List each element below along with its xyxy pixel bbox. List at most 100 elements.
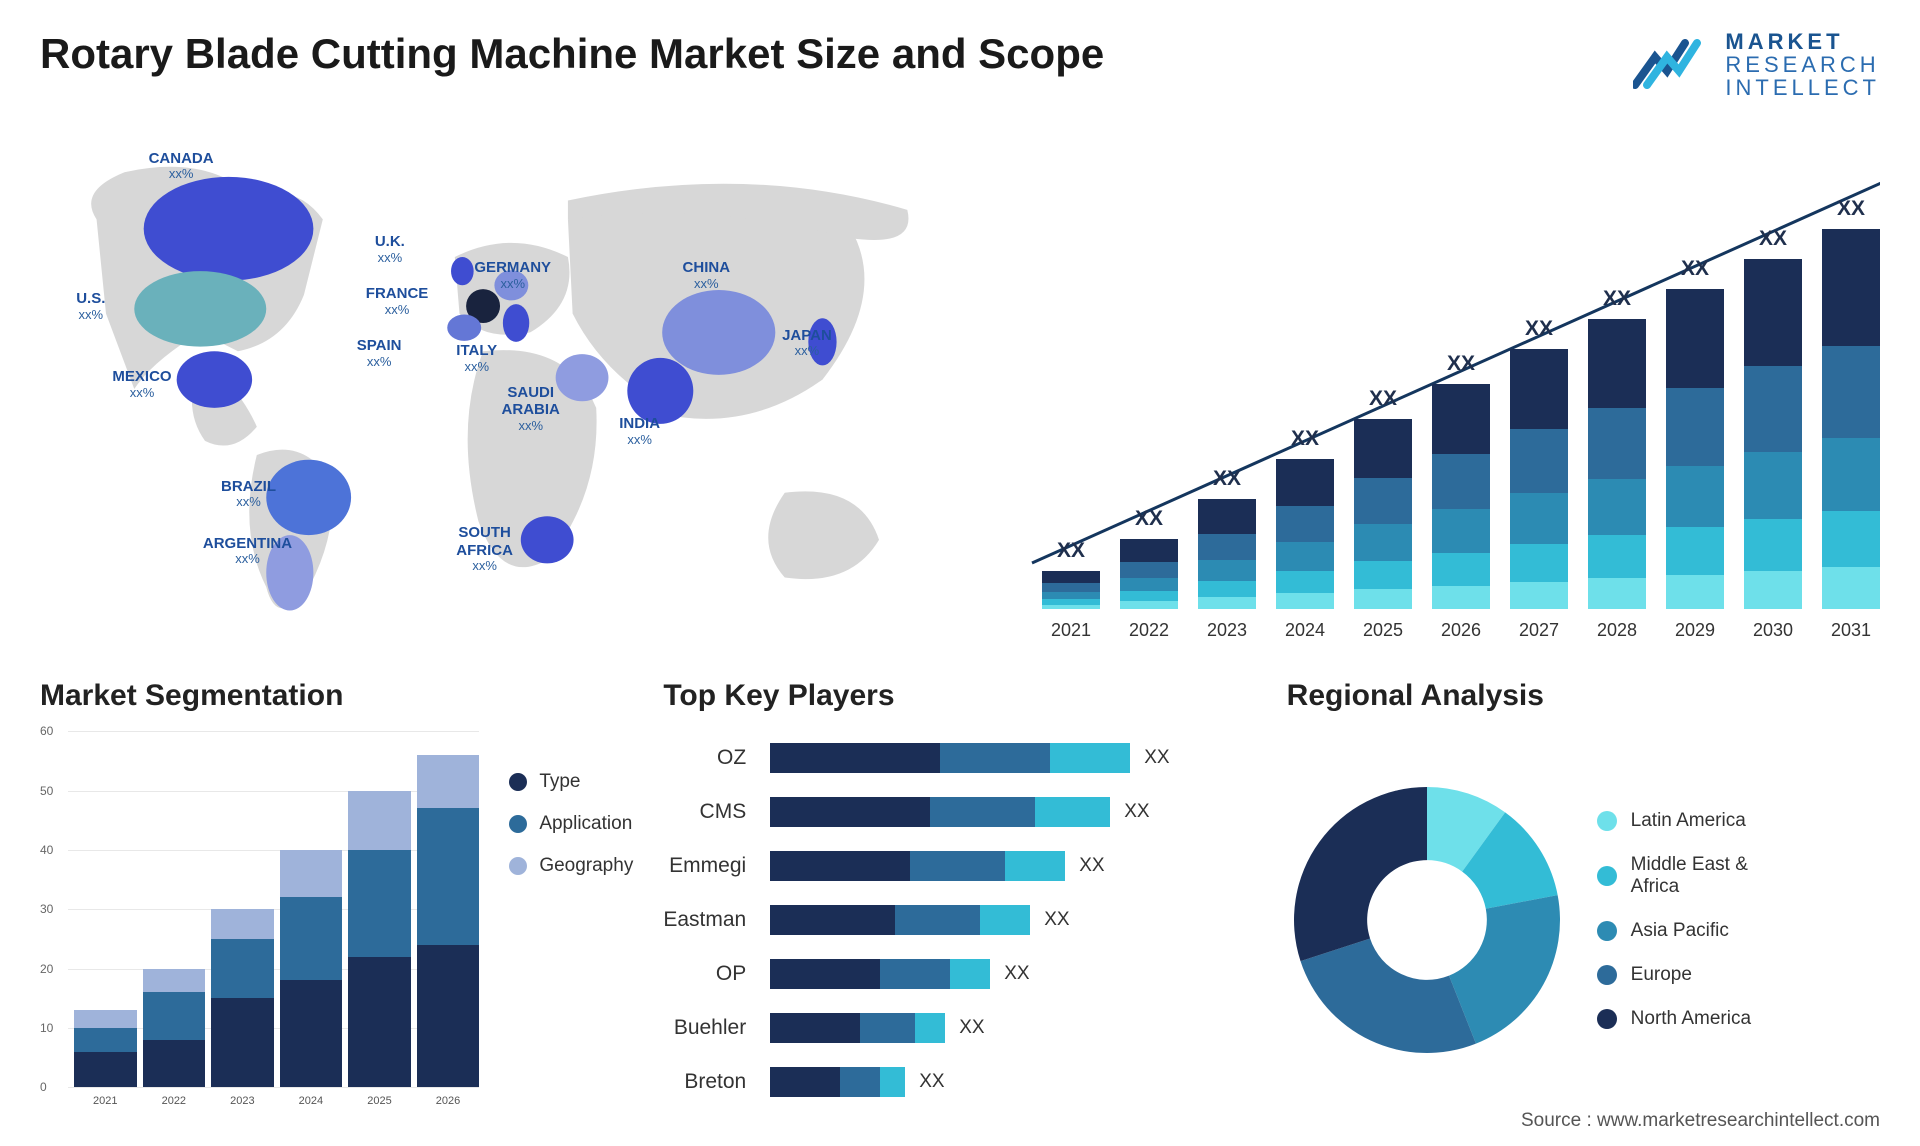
- growth-year-label: 2024: [1276, 620, 1334, 641]
- growth-year-label: 2023: [1198, 620, 1256, 641]
- world-map-panel: CANADAxx%U.S.xx%MEXICOxx%BRAZILxx%ARGENT…: [40, 129, 945, 649]
- growth-bar-label: XX: [1276, 427, 1334, 451]
- region-legend-item: Asia Pacific: [1597, 920, 1751, 942]
- player-row: XX: [770, 851, 1256, 881]
- seg-year-label: 2022: [143, 1095, 206, 1107]
- logo-mark-icon: [1633, 35, 1713, 95]
- growth-bar: [1744, 259, 1802, 609]
- growth-year-label: 2021: [1042, 620, 1100, 641]
- segmentation-panel: Market Segmentation 01020304050602021202…: [40, 679, 633, 1109]
- player-label: Eastman: [663, 908, 746, 932]
- seg-year-label: 2021: [74, 1095, 137, 1107]
- regional-donut-chart: [1287, 780, 1567, 1060]
- region-legend-item: North America: [1597, 1008, 1751, 1030]
- map-label-brazil: BRAZILxx%: [221, 478, 276, 510]
- player-label: CMS: [700, 800, 747, 824]
- region-legend-item: Latin America: [1597, 810, 1751, 832]
- player-row: XX: [770, 1067, 1256, 1097]
- brand-logo: MARKET RESEARCH INTELLECT: [1633, 30, 1880, 99]
- growth-year-label: 2029: [1666, 620, 1724, 641]
- growth-year-label: 2031: [1822, 620, 1880, 641]
- player-label: Buehler: [674, 1016, 746, 1040]
- map-country-canada: [144, 177, 314, 281]
- player-value: XX: [1079, 855, 1104, 877]
- map-country-india: [627, 358, 693, 424]
- growth-bar: [1120, 539, 1178, 609]
- seg-ytick: 20: [40, 962, 53, 976]
- growth-bar-label: XX: [1120, 507, 1178, 531]
- player-value: XX: [1004, 963, 1029, 985]
- regional-title: Regional Analysis: [1287, 679, 1880, 713]
- map-country-mexico: [177, 352, 252, 409]
- growth-year-label: 2028: [1588, 620, 1646, 641]
- growth-bar-label: XX: [1432, 352, 1490, 376]
- growth-year-label: 2030: [1744, 620, 1802, 641]
- map-label-france: FRANCExx%: [366, 285, 429, 317]
- segmentation-title: Market Segmentation: [40, 679, 633, 713]
- map-label-italy: ITALYxx%: [456, 342, 497, 374]
- growth-bar-label: XX: [1354, 387, 1412, 411]
- growth-bar-label: XX: [1666, 257, 1724, 281]
- players-labels: OZCMSEmmegiEastmanOPBuehlerBreton: [663, 731, 752, 1109]
- map-country-spain: [447, 315, 481, 341]
- player-row: XX: [770, 959, 1256, 989]
- region-legend-item: Middle East &Africa: [1597, 854, 1751, 898]
- seg-year-label: 2024: [280, 1095, 343, 1107]
- players-chart: XXXXXXXXXXXXXX: [770, 731, 1256, 1109]
- map-label-canada: CANADAxx%: [149, 150, 214, 182]
- segmentation-chart: 0102030405060202120222023202420252026: [40, 731, 479, 1109]
- map-label-india: INDIAxx%: [619, 415, 660, 447]
- region-legend-item: Europe: [1597, 964, 1751, 986]
- seg-ytick: 50: [40, 784, 53, 798]
- seg-bar: [74, 1010, 137, 1087]
- growth-bar: [1822, 229, 1880, 609]
- player-label: Emmegi: [669, 854, 746, 878]
- map-country-china: [662, 290, 775, 375]
- player-label: OP: [716, 962, 746, 986]
- growth-bar: [1432, 384, 1490, 609]
- seg-year-label: 2026: [417, 1095, 480, 1107]
- seg-year-label: 2023: [211, 1095, 274, 1107]
- seg-legend-item: Application: [509, 813, 633, 835]
- growth-bar-label: XX: [1042, 539, 1100, 563]
- players-title: Top Key Players: [663, 679, 1256, 713]
- seg-legend-item: Geography: [509, 855, 633, 877]
- seg-ytick: 10: [40, 1021, 53, 1035]
- logo-line-2: RESEARCH: [1725, 53, 1880, 76]
- regional-legend: Latin America Middle East &Africa Asia Pac…: [1597, 810, 1751, 1030]
- player-label: Breton: [684, 1070, 746, 1094]
- growth-bar: [1276, 459, 1334, 609]
- growth-bar-label: XX: [1744, 227, 1802, 251]
- players-panel: Top Key Players OZCMSEmmegiEastmanOPBueh…: [663, 679, 1256, 1109]
- map-label-mexico: MEXICOxx%: [112, 368, 171, 400]
- map-label-germany: GERMANYxx%: [474, 259, 551, 291]
- source-text: Source : www.marketresearchintellect.com: [1521, 1110, 1880, 1132]
- growth-bar: [1198, 499, 1256, 609]
- player-row: XX: [770, 743, 1256, 773]
- map-country-u.k.: [451, 257, 474, 285]
- donut-slice: [1300, 939, 1475, 1054]
- map-label-spain: SPAINxx%: [357, 337, 402, 369]
- seg-bar: [143, 969, 206, 1088]
- seg-bar: [348, 791, 411, 1088]
- seg-bar: [280, 850, 343, 1087]
- growth-year-label: 2027: [1510, 620, 1568, 641]
- logo-line-3: INTELLECT: [1725, 76, 1880, 99]
- segmentation-legend: TypeApplicationGeography: [509, 731, 633, 1109]
- growth-bar: [1354, 419, 1412, 609]
- map-country-south-africa: [521, 517, 574, 564]
- growth-bar: [1588, 319, 1646, 609]
- player-value: XX: [919, 1071, 944, 1093]
- growth-bar-label: XX: [1198, 467, 1256, 491]
- growth-bar: [1510, 349, 1568, 609]
- donut-slice: [1294, 787, 1427, 961]
- map-label-south-africa: SOUTHAFRICAxx%: [456, 524, 513, 573]
- growth-bar: [1666, 289, 1724, 609]
- map-label-argentina: ARGENTINAxx%: [203, 535, 292, 567]
- growth-year-label: 2025: [1354, 620, 1412, 641]
- map-country-brazil: [266, 460, 351, 535]
- seg-bar: [417, 755, 480, 1087]
- regional-panel: Regional Analysis Latin America Middle Ea…: [1287, 679, 1880, 1109]
- map-country-u.s.: [134, 271, 266, 346]
- logo-line-1: MARKET: [1725, 30, 1880, 53]
